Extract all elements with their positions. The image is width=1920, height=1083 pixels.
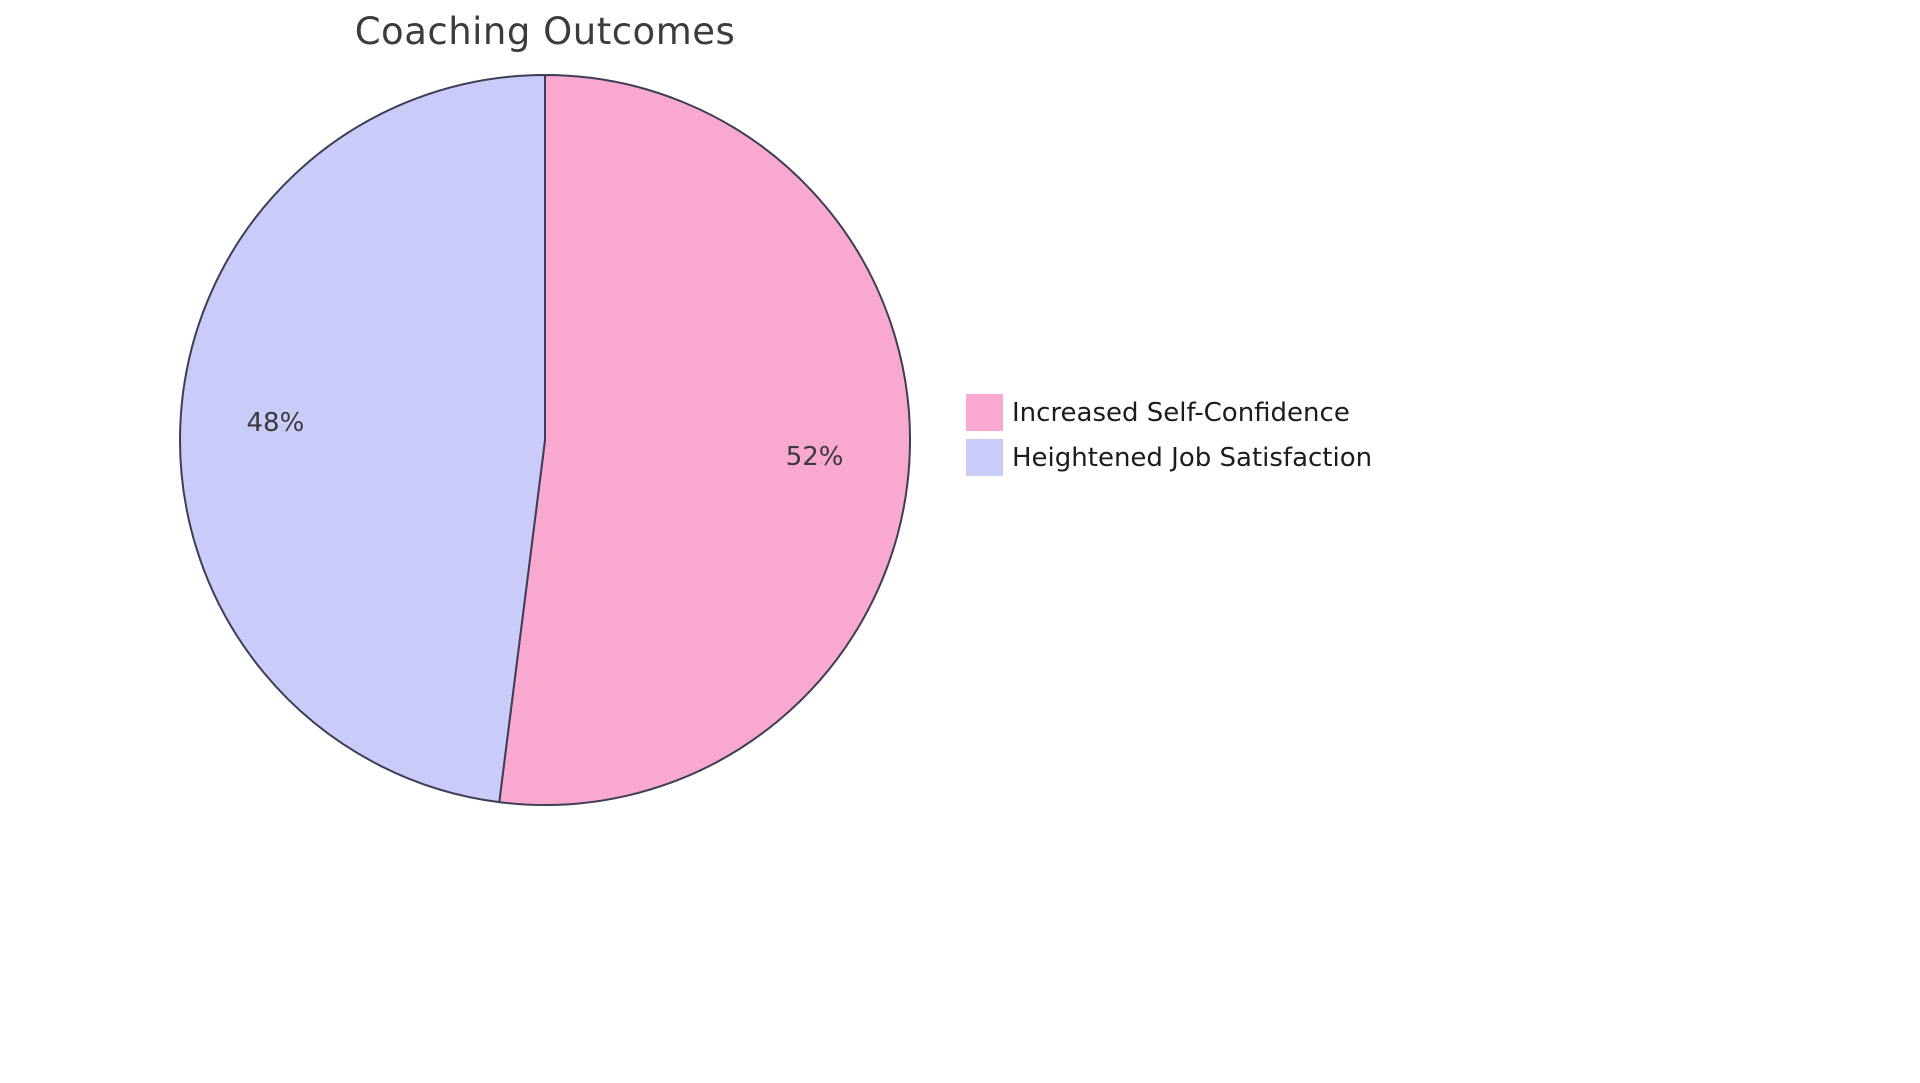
legend-label: Increased Self-Confidence: [1012, 397, 1350, 428]
slice-value-label: 52%: [786, 442, 844, 472]
legend-label: Heightened Job Satisfaction: [1012, 442, 1373, 473]
pie-slice-1: [179, 74, 546, 804]
slice-value-label: 48%: [247, 408, 305, 438]
legend-swatch-heightened-job-satisfaction: [966, 439, 1003, 476]
chart-legend: Increased Self-Confidence Heightened Job…: [966, 394, 1372, 476]
legend-item: Increased Self-Confidence: [966, 394, 1372, 431]
chart-title: Coaching Outcomes: [354, 10, 736, 53]
legend-swatch-increased-self-confidence: [966, 394, 1003, 431]
legend-item: Heightened Job Satisfaction: [966, 439, 1372, 476]
pie-slice-0: [498, 74, 912, 806]
